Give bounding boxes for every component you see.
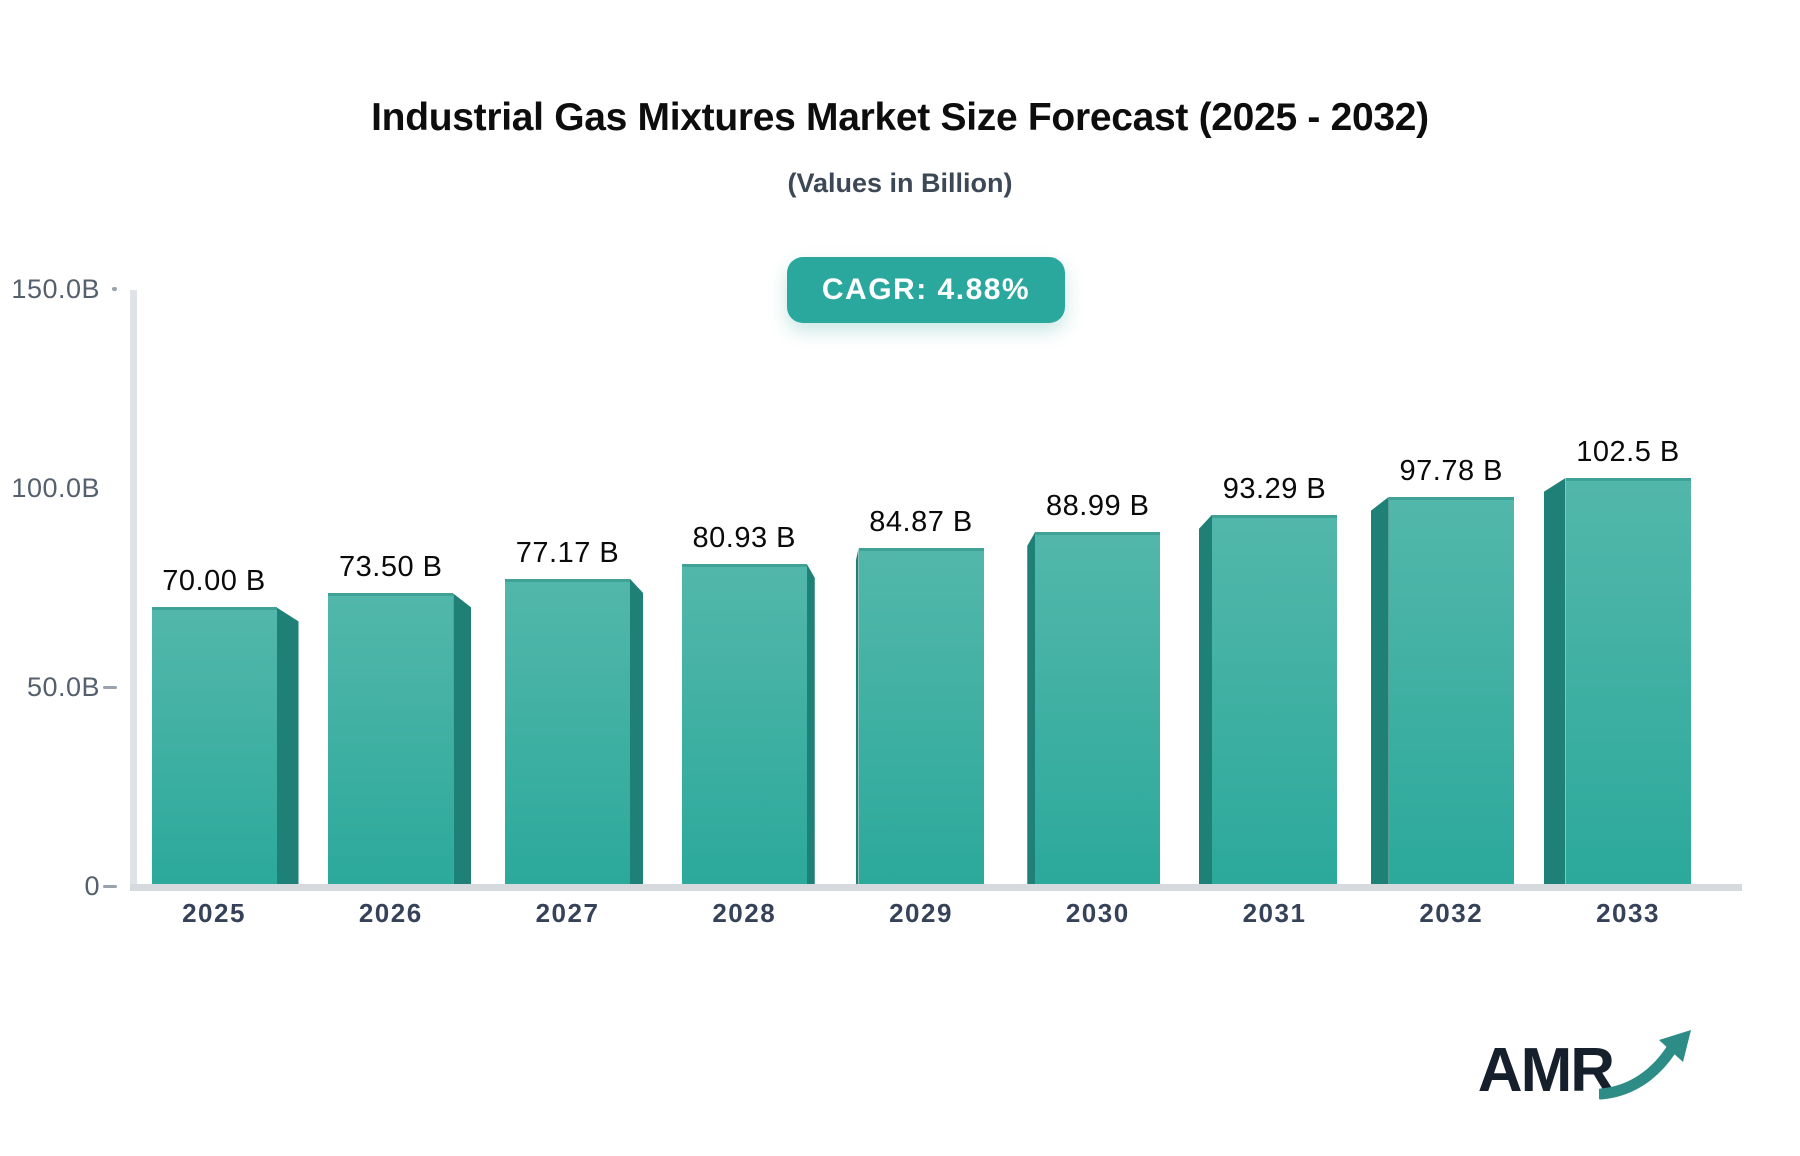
cagr-badge: CAGR: 4.88% — [787, 257, 1065, 323]
bar-side-face — [1027, 531, 1036, 884]
x-axis-baseline — [130, 884, 1742, 891]
bar-value-label: 102.5 B — [1576, 436, 1680, 469]
x-tick-label: 2027 — [535, 898, 600, 928]
bar-value-label: 77.17 B — [515, 536, 620, 569]
bar — [328, 593, 454, 884]
bar — [1565, 478, 1691, 884]
bar-side-face — [453, 593, 472, 884]
bar-side-face — [1199, 514, 1212, 884]
bar-value-label: 97.78 B — [1399, 454, 1503, 487]
y-tick-mark — [112, 287, 117, 291]
x-tick-label: 2030 — [1065, 898, 1130, 928]
bar — [1035, 531, 1161, 884]
x-tick-label: 2025 — [182, 898, 246, 928]
y-axis-line — [130, 290, 137, 891]
bar — [505, 578, 630, 884]
x-tick-label: 2033 — [1596, 898, 1660, 928]
chart-title: Industrial Gas Mixtures Market Size Fore… — [371, 96, 1429, 139]
bar-side-face — [630, 578, 643, 884]
x-tick-label: 2031 — [1242, 898, 1307, 928]
y-tick-label: 50.0B — [26, 672, 100, 702]
bar-side-face — [806, 563, 815, 884]
y-tick-mark — [103, 685, 117, 689]
bar — [1212, 514, 1337, 884]
y-tick-mark — [103, 884, 117, 888]
bar-value-label: 73.50 B — [339, 551, 443, 584]
bar-side-face — [855, 548, 859, 884]
brand-logo: AMR — [1478, 1022, 1695, 1102]
bar-value-label: 88.99 B — [1046, 489, 1150, 522]
bar — [858, 548, 984, 884]
y-tick-label: 150.0B — [11, 274, 100, 304]
bar-side-face — [1370, 496, 1389, 884]
x-tick-label: 2028 — [712, 898, 777, 928]
bar-value-label: 80.93 B — [692, 521, 796, 554]
bar — [681, 563, 807, 884]
brand-logo-text: AMR — [1477, 1036, 1615, 1105]
cagr-badge-label: CAGR: 4.88% — [821, 273, 1031, 306]
x-tick-label: 2032 — [1419, 898, 1484, 928]
chart-subtitle: (Values in Billion) — [787, 168, 1013, 198]
x-tick-label: 2029 — [889, 898, 953, 928]
x-tick-label: 2026 — [358, 898, 423, 928]
bar — [1388, 496, 1514, 884]
bar-side-face — [1543, 478, 1566, 884]
y-tick-label: 100.0B — [11, 473, 100, 503]
bar — [151, 607, 277, 884]
bar-side-face — [276, 607, 299, 884]
growth-arrow-icon — [1599, 1030, 1691, 1100]
bar-value-label: 84.87 B — [869, 506, 973, 539]
y-tick-label: 0 — [84, 871, 100, 901]
bar-value-label: 93.29 B — [1222, 472, 1327, 505]
bar-value-label: 70.00 B — [162, 565, 266, 598]
